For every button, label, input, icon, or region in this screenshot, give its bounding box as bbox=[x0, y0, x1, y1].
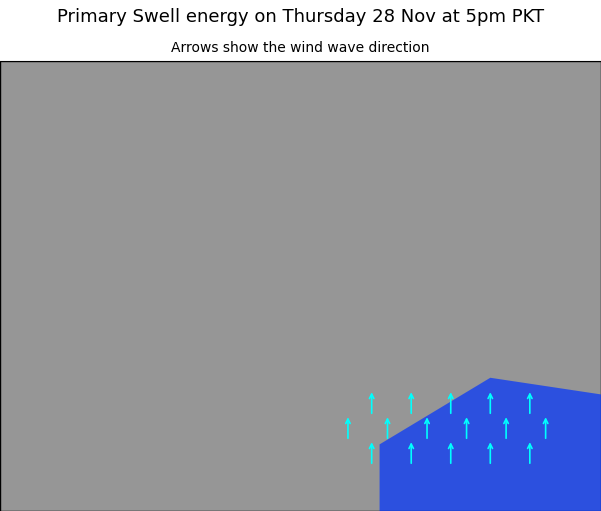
Text: Arrows show the wind wave direction: Arrows show the wind wave direction bbox=[171, 41, 430, 55]
Text: Primary Swell energy on Thursday 28 Nov at 5pm PKT: Primary Swell energy on Thursday 28 Nov … bbox=[57, 8, 544, 26]
Polygon shape bbox=[380, 378, 601, 511]
